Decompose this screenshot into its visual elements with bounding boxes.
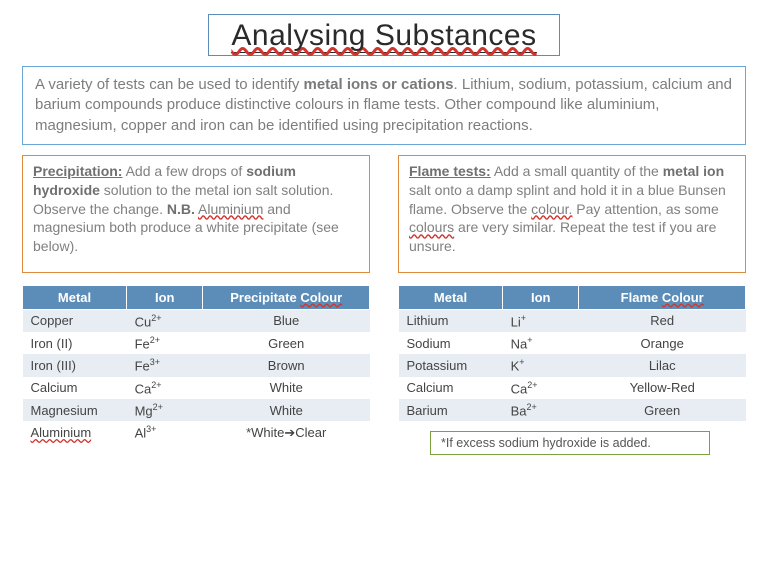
two-column-layout: Precipitation: Add a few drops of sodium… (22, 155, 746, 456)
table-row: CopperCu2+Blue (23, 309, 370, 332)
metal-cell: Copper (23, 309, 127, 332)
left-column: Precipitation: Add a few drops of sodium… (22, 155, 370, 456)
intro-box: A variety of tests can be used to identi… (22, 66, 746, 145)
title-word: Analysing Substances (231, 19, 536, 52)
table-header: Metal (399, 285, 503, 309)
ion-cell: Fe3+ (127, 354, 203, 376)
table-row: BariumBa2+Green (399, 399, 746, 421)
colour-cell: Red (579, 309, 746, 332)
colour-cell: Lilac (579, 354, 746, 376)
colour-cell: Green (579, 399, 746, 421)
metal-cell: Calcium (23, 377, 127, 399)
colour-cell: *White➔Clear (203, 421, 370, 443)
table-header: Ion (503, 285, 579, 309)
footnote-box: *If excess sodium hydroxide is added. (430, 431, 710, 455)
table-row: SodiumNa+Orange (399, 332, 746, 354)
intro-text-a: A variety of tests can be used to identi… (35, 76, 303, 93)
page-title: Analysing Substances (231, 19, 536, 53)
flame-u2: colours (409, 219, 454, 235)
colour-cell: Green (203, 332, 370, 354)
ion-cell: Ca2+ (503, 377, 579, 399)
table-header: Precipitate Colour (203, 285, 370, 309)
table-row: CalciumCa2+Yellow-Red (399, 377, 746, 399)
ion-cell: Ba2+ (503, 399, 579, 421)
flame-box: Flame tests: Add a small quantity of the… (398, 155, 746, 273)
table-row: MagnesiumMg2+White (23, 399, 370, 421)
metal-cell: Lithium (399, 309, 503, 332)
flame-t3: Pay attention, as some (572, 201, 718, 217)
metal-cell: Potassium (399, 354, 503, 376)
table-row: AluminiumAl3+*White➔Clear (23, 421, 370, 443)
ion-cell: Al3+ (127, 421, 203, 443)
table-header: Flame Colour (579, 285, 746, 309)
precipitation-table: MetalIonPrecipitate Colour CopperCu2+Blu… (22, 285, 370, 444)
ion-cell: Ca2+ (127, 377, 203, 399)
footnote-text: If excess sodium hydroxide is added. (446, 436, 651, 450)
ion-cell: Fe2+ (127, 332, 203, 354)
metal-cell: Sodium (399, 332, 503, 354)
flame-t1: Add a small quantity of the (491, 163, 663, 179)
ion-cell: K+ (503, 354, 579, 376)
precip-b2: N.B. (167, 201, 195, 217)
precip-t1: Add a few drops of (122, 163, 246, 179)
precipitation-box: Precipitation: Add a few drops of sodium… (22, 155, 370, 273)
colour-cell: Yellow-Red (579, 377, 746, 399)
table-row: LithiumLi+Red (399, 309, 746, 332)
intro-bold: metal ions or cations (303, 76, 453, 93)
table-row: PotassiumK+Lilac (399, 354, 746, 376)
table-header: Metal (23, 285, 127, 309)
ion-cell: Mg2+ (127, 399, 203, 421)
flame-table: MetalIonFlame Colour LithiumLi+RedSodium… (398, 285, 746, 422)
flame-b1: metal ion (663, 163, 724, 179)
colour-cell: Brown (203, 354, 370, 376)
flame-t4: are very similar. Repeat the test if you… (409, 219, 716, 254)
colour-cell: White (203, 377, 370, 399)
colour-cell: Orange (579, 332, 746, 354)
colour-cell: Blue (203, 309, 370, 332)
precip-u1: Aluminium (198, 201, 263, 217)
table-row: Iron (II)Fe2+Green (23, 332, 370, 354)
metal-cell: Iron (II) (23, 332, 127, 354)
colour-cell: White (203, 399, 370, 421)
table-header: Ion (127, 285, 203, 309)
flame-u1: colour. (531, 201, 572, 217)
metal-cell: Aluminium (23, 421, 127, 443)
ion-cell: Cu2+ (127, 309, 203, 332)
flame-heading: Flame tests: (409, 163, 491, 179)
metal-cell: Iron (III) (23, 354, 127, 376)
table-row: CalciumCa2+White (23, 377, 370, 399)
precip-heading: Precipitation: (33, 163, 122, 179)
right-column: Flame tests: Add a small quantity of the… (398, 155, 746, 456)
metal-cell: Magnesium (23, 399, 127, 421)
metal-cell: Barium (399, 399, 503, 421)
table-row: Iron (III)Fe3+Brown (23, 354, 370, 376)
ion-cell: Li+ (503, 309, 579, 332)
metal-cell: Calcium (399, 377, 503, 399)
ion-cell: Na+ (503, 332, 579, 354)
title-box: Analysing Substances (208, 14, 559, 56)
